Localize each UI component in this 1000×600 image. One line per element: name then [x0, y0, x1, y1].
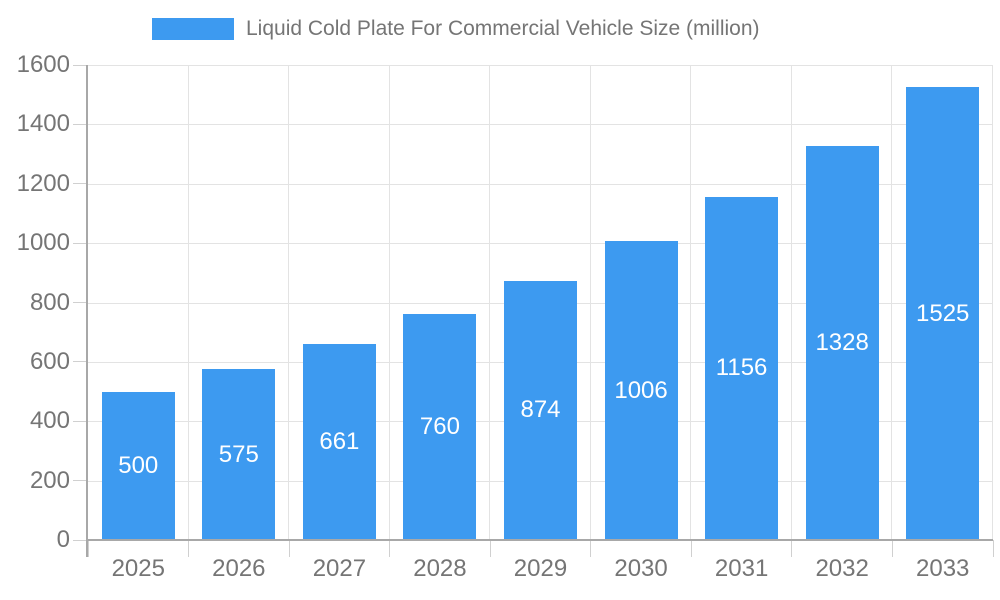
plot-area: 500 575 661 760 874 1006 1156 1328 1525: [88, 65, 993, 540]
bar: 1328: [805, 145, 879, 540]
y-axis-tick: [73, 480, 88, 482]
y-axis-label: 200: [29, 466, 70, 494]
bar-value-label: 1525: [916, 299, 970, 327]
gridline-vertical: [288, 65, 290, 540]
y-axis-tick: [73, 361, 88, 363]
legend[interactable]: Liquid Cold Plate For Commercial Vehicle…: [152, 17, 760, 41]
y-axis-label: 1000: [16, 229, 70, 257]
y-axis-label: 600: [29, 347, 70, 375]
x-axis-tick: [690, 540, 692, 557]
bar: 661: [302, 343, 376, 540]
bar-value-label: 1006: [614, 376, 668, 404]
y-axis-label: 1400: [16, 110, 70, 138]
y-axis-tick: [73, 123, 88, 125]
y-axis-tick: [73, 64, 88, 66]
y-axis-tick: [73, 302, 88, 303]
x-axis-tick: [288, 540, 290, 557]
bar: 874: [504, 280, 577, 540]
gridline-vertical: [891, 65, 893, 540]
x-axis-label: 2031: [714, 555, 769, 582]
gridline-vertical: [187, 65, 189, 540]
x-axis-tick: [389, 540, 391, 557]
x-axis-line: [88, 539, 993, 541]
bar: 1525: [906, 87, 980, 540]
x-axis-label: 2030: [614, 555, 668, 582]
gridline-vertical: [790, 65, 792, 540]
x-axis-label: 2025: [111, 555, 165, 582]
x-axis-tick: [87, 540, 89, 557]
y-axis-label: 400: [29, 407, 70, 435]
x-axis-tick: [590, 540, 592, 557]
gridline-horizontal: [88, 124, 993, 126]
x-axis-tick: [489, 540, 491, 557]
y-axis-tick: [73, 242, 88, 244]
gridline-vertical: [589, 65, 591, 540]
x-axis-label: 2033: [916, 555, 970, 582]
y-axis-label: 800: [29, 288, 70, 316]
x-axis-label: 2029: [513, 555, 568, 582]
x-axis-label: 2028: [413, 555, 467, 582]
gridline-horizontal: [88, 243, 993, 245]
bar-value-label: 1328: [815, 328, 869, 356]
x-axis-label: 2027: [312, 555, 367, 582]
gridline-vertical: [388, 65, 390, 540]
x-axis-tick: [188, 540, 190, 557]
bar-value-label: 500: [118, 451, 159, 479]
bar-value-label: 575: [218, 440, 259, 468]
x-axis-label: 2026: [212, 555, 266, 582]
legend-swatch-icon: [152, 18, 234, 40]
y-axis-tick: [73, 183, 88, 185]
bar: 760: [403, 314, 477, 540]
gridline-vertical: [992, 65, 993, 540]
bar-value-label: 661: [319, 427, 360, 455]
y-axis-label: 1200: [16, 169, 70, 197]
bar: 1006: [604, 241, 678, 540]
y-axis-label: 0: [56, 526, 70, 553]
legend-label: Liquid Cold Plate For Commercial Vehicle…: [246, 17, 760, 40]
y-axis-line: [86, 65, 88, 557]
bar-value-label: 1156: [715, 354, 768, 382]
gridline-vertical: [690, 65, 692, 540]
bar-value-label: 874: [520, 396, 561, 424]
bar: 1156: [705, 196, 779, 540]
y-axis-label: 1600: [16, 51, 70, 78]
bar: 575: [202, 369, 276, 540]
gridline-vertical: [489, 65, 491, 540]
bar-value-label: 760: [419, 413, 460, 441]
x-axis-tick: [791, 540, 793, 557]
x-axis-tick: [891, 540, 893, 557]
x-axis-tick: [992, 540, 994, 557]
bar: 500: [101, 391, 175, 540]
gridline-horizontal: [88, 183, 993, 185]
x-axis-label: 2032: [815, 555, 869, 582]
gridline-horizontal: [88, 65, 993, 66]
y-axis-tick: [73, 539, 88, 541]
y-axis-tick: [73, 420, 88, 422]
